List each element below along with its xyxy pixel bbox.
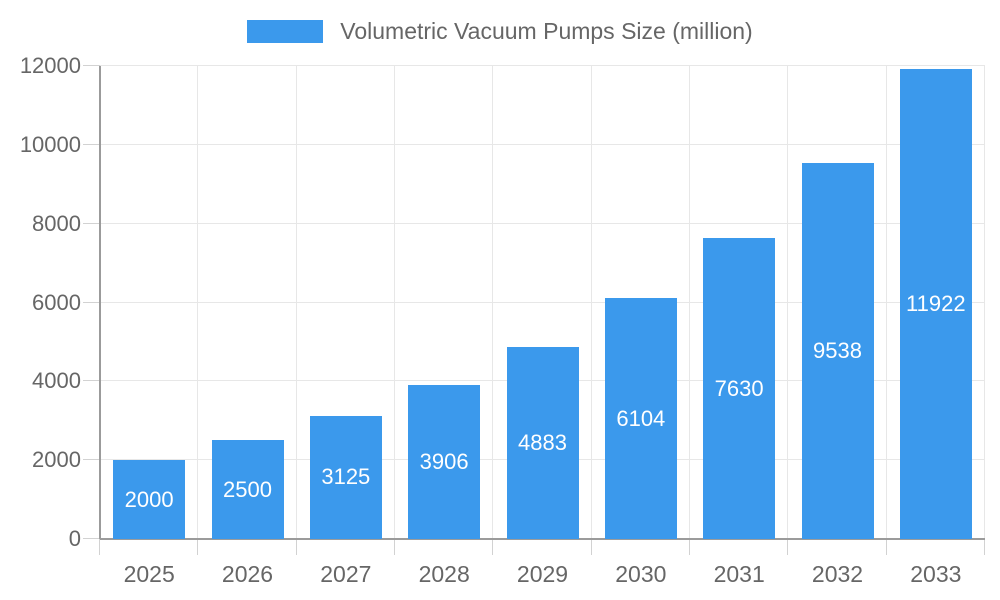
- x-axis-label: 2029: [516, 561, 569, 587]
- bar-value-label: 6104: [616, 405, 666, 431]
- bar-value-label: 3125: [321, 464, 371, 490]
- legend-swatch: [247, 20, 324, 43]
- bar[interactable]: 9538: [801, 163, 874, 539]
- x-axis-tick: [492, 539, 494, 555]
- bar[interactable]: 6104: [604, 298, 677, 539]
- grid-line-vertical: [984, 66, 985, 539]
- x-axis-tick: [787, 539, 789, 555]
- y-axis-label: 2000: [32, 447, 81, 473]
- y-axis-label: 0: [68, 526, 81, 551]
- grid-line-horizontal: [100, 301, 985, 303]
- bar-value-label: 3906: [419, 449, 469, 474]
- bar-value-label: 2500: [223, 476, 272, 502]
- grid-line-vertical: [394, 66, 395, 539]
- chart-legend[interactable]: Volumetric Vacuum Pumps Size (million): [0, 18, 1000, 45]
- x-axis-label: 2033: [910, 561, 962, 587]
- y-axis-tick: [83, 65, 100, 66]
- x-axis-tick: [295, 539, 297, 555]
- y-axis-tick: [83, 380, 100, 382]
- y-axis-tick: [83, 301, 100, 303]
- bar-value-label: 4883: [518, 429, 567, 455]
- y-axis-line: [99, 66, 101, 539]
- y-axis-label: 8000: [32, 210, 81, 236]
- grid-line-vertical: [689, 66, 690, 539]
- grid-line-horizontal: [100, 143, 985, 145]
- bar[interactable]: 7630: [703, 238, 776, 539]
- bar-value-label: 2000: [124, 486, 174, 512]
- grid-line-vertical: [885, 66, 887, 539]
- x-axis-tick: [689, 539, 690, 555]
- x-axis-label: 2031: [713, 561, 765, 587]
- x-axis-label: 2032: [811, 561, 864, 587]
- grid-line-vertical: [295, 66, 297, 539]
- bar[interactable]: 11922: [899, 69, 972, 539]
- x-axis-tick: [590, 539, 592, 555]
- bar[interactable]: 2500: [211, 440, 284, 539]
- x-axis-tick: [197, 539, 199, 555]
- y-axis-tick: [83, 538, 100, 539]
- grid-line-horizontal: [100, 65, 985, 66]
- legend-label: Volumetric Vacuum Pumps Size (million): [340, 18, 753, 44]
- y-axis-label: 6000: [32, 289, 81, 315]
- grid-line-vertical: [787, 66, 789, 539]
- x-axis-label: 2026: [221, 561, 274, 587]
- x-axis-tick: [885, 539, 887, 555]
- bar[interactable]: 3125: [309, 415, 382, 539]
- y-axis-label: 10000: [19, 131, 81, 157]
- x-axis-tick: [394, 539, 395, 555]
- grid-line-horizontal: [100, 222, 985, 224]
- bar-value-label: 7630: [714, 375, 764, 401]
- x-axis-label: 2027: [320, 561, 372, 587]
- bar[interactable]: 2000: [113, 460, 186, 539]
- x-axis-tick: [99, 539, 100, 555]
- grid-line-vertical: [590, 66, 592, 539]
- y-axis-label: 12000: [19, 53, 81, 78]
- bar[interactable]: 4883: [506, 346, 579, 539]
- x-axis-label: 2028: [418, 561, 470, 587]
- grid-line-vertical: [197, 66, 199, 539]
- bar-value-label: 9538: [813, 338, 862, 363]
- x-axis-label: 2025: [123, 561, 175, 587]
- x-axis-tick: [984, 539, 985, 555]
- bar[interactable]: 3906: [408, 385, 481, 539]
- y-axis-label: 4000: [32, 368, 81, 394]
- bar-value-label: 11922: [906, 291, 966, 317]
- y-axis-tick: [83, 222, 100, 224]
- y-axis-tick: [83, 459, 100, 461]
- x-axis-label: 2030: [615, 561, 667, 587]
- x-axis-line: [100, 538, 985, 540]
- y-axis-tick: [83, 143, 100, 145]
- grid-line-vertical: [492, 66, 494, 539]
